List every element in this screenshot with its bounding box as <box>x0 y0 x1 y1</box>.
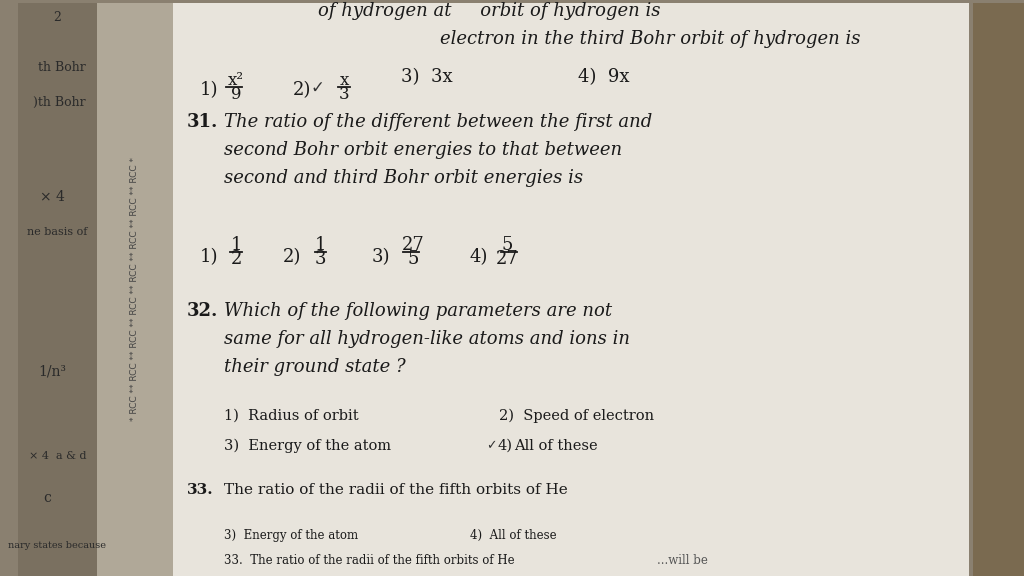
Text: 2: 2 <box>53 12 61 24</box>
Text: ⨯ 4  a & d: ⨯ 4 a & d <box>29 450 86 461</box>
Text: 1): 1) <box>200 248 218 266</box>
Text: 3: 3 <box>314 249 327 268</box>
Text: 4): 4) <box>470 248 488 266</box>
Text: 2: 2 <box>230 249 242 268</box>
Text: All of these: All of these <box>514 439 598 453</box>
Text: 33.: 33. <box>187 483 214 498</box>
Text: 27: 27 <box>496 249 518 268</box>
Text: )th Bohr: )th Bohr <box>33 96 86 109</box>
Text: electron in the third Bohr orbit of hydrogen is: electron in the third Bohr orbit of hydr… <box>440 29 861 48</box>
Text: 5: 5 <box>408 249 419 268</box>
Text: ⨯ 4: ⨯ 4 <box>40 190 65 204</box>
Text: ✓: ✓ <box>310 78 325 96</box>
Text: same for all hydrogen-like atoms and ions in: same for all hydrogen-like atoms and ion… <box>224 330 631 348</box>
Text: 4)  9x: 4) 9x <box>578 69 630 86</box>
Text: ...will be: ...will be <box>656 554 708 567</box>
Text: 31.: 31. <box>187 113 218 131</box>
Text: 3): 3) <box>372 248 390 266</box>
Text: 1/n³: 1/n³ <box>38 364 67 378</box>
Text: 1): 1) <box>200 81 218 100</box>
Text: 1: 1 <box>230 236 242 253</box>
Bar <box>173 3 969 576</box>
Text: 3)  3x: 3) 3x <box>401 69 453 86</box>
Text: second and third Bohr orbit energies is: second and third Bohr orbit energies is <box>224 169 584 187</box>
Text: nary states because: nary states because <box>8 541 106 550</box>
Text: The ratio of the different between the first and: The ratio of the different between the f… <box>224 113 652 131</box>
Text: their ground state ?: their ground state ? <box>224 358 406 376</box>
Text: 33.  The ratio of the radii of the fifth orbits of He: 33. The ratio of the radii of the fifth … <box>224 554 515 567</box>
Text: * RCC ** RCC ** RCC ** RCC ** RCC ** RCC ** RCC ** RCC *: * RCC ** RCC ** RCC ** RCC ** RCC ** RCC… <box>130 157 139 422</box>
Text: 2): 2) <box>293 81 311 100</box>
Text: 27: 27 <box>401 236 424 253</box>
Text: 3: 3 <box>339 86 349 103</box>
Text: 5: 5 <box>502 236 513 253</box>
Text: 2)  Speed of electron: 2) Speed of electron <box>500 408 654 423</box>
Text: 1)  Radius of orbit: 1) Radius of orbit <box>224 409 359 423</box>
Text: 3)  Energy of the atom: 3) Energy of the atom <box>224 529 358 541</box>
Bar <box>18 3 96 576</box>
Text: x²: x² <box>228 72 244 89</box>
Text: second Bohr orbit energies to that between: second Bohr orbit energies to that betwe… <box>224 141 623 159</box>
Text: ne basis of: ne basis of <box>27 227 87 237</box>
Bar <box>96 3 173 576</box>
Text: 1: 1 <box>314 236 327 253</box>
Text: th Bohr: th Bohr <box>38 61 86 74</box>
Text: 2): 2) <box>284 248 302 266</box>
Text: 4): 4) <box>498 439 512 453</box>
Text: 9: 9 <box>230 86 242 103</box>
Text: Which of the following parameters are not: Which of the following parameters are no… <box>224 302 612 320</box>
Text: 4)  All of these: 4) All of these <box>470 529 556 541</box>
Text: c: c <box>44 491 51 505</box>
Text: The ratio of the radii of the fifth orbits of He: The ratio of the radii of the fifth orbi… <box>224 483 568 498</box>
Text: of hydrogen at     orbit of hydrogen is: of hydrogen at orbit of hydrogen is <box>318 2 660 20</box>
Text: ✓: ✓ <box>485 439 497 452</box>
Text: x: x <box>340 72 349 89</box>
Text: 3)  Energy of the atom: 3) Energy of the atom <box>224 438 391 453</box>
Bar <box>973 3 1024 576</box>
Text: 32.: 32. <box>187 302 218 320</box>
